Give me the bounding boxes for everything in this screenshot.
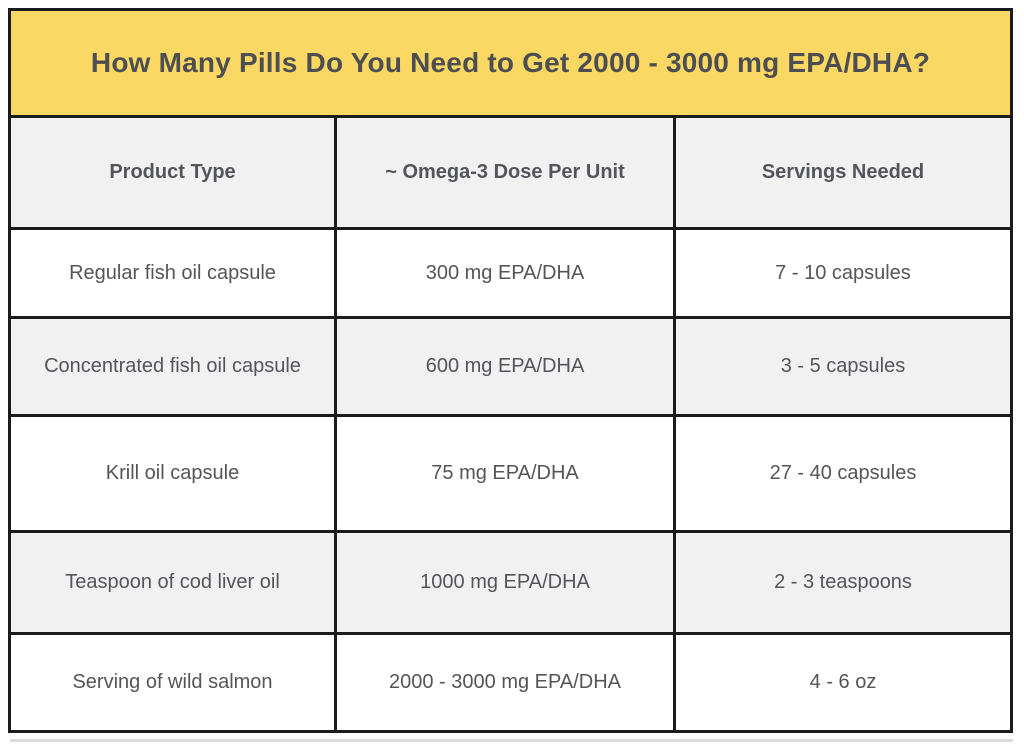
column-header-servings-needed: Servings Needed bbox=[676, 118, 1010, 230]
cell-product-type: Serving of wild salmon bbox=[11, 635, 337, 730]
table-bottom-shadow-line bbox=[10, 739, 1013, 742]
cell-omega3-dose: 600 mg EPA/DHA bbox=[337, 319, 676, 417]
cell-servings-needed: 2 - 3 teaspoons bbox=[676, 533, 1010, 635]
cell-omega3-dose: 300 mg EPA/DHA bbox=[337, 230, 676, 319]
table-title-banner: How Many Pills Do You Need to Get 2000 -… bbox=[11, 11, 1010, 118]
cell-product-type: Concentrated fish oil capsule bbox=[11, 319, 337, 417]
cell-product-type: Teaspoon of cod liver oil bbox=[11, 533, 337, 635]
column-header-product-type: Product Type bbox=[11, 118, 337, 230]
cell-servings-needed: 27 - 40 capsules bbox=[676, 417, 1010, 533]
column-header-omega3-dose: ~ Omega-3 Dose Per Unit bbox=[337, 118, 676, 230]
omega3-dose-table: How Many Pills Do You Need to Get 2000 -… bbox=[8, 8, 1013, 733]
table-grid: Product Type ~ Omega-3 Dose Per Unit Ser… bbox=[11, 118, 1010, 730]
cell-product-type: Regular fish oil capsule bbox=[11, 230, 337, 319]
cell-omega3-dose: 75 mg EPA/DHA bbox=[337, 417, 676, 533]
cell-omega3-dose: 2000 - 3000 mg EPA/DHA bbox=[337, 635, 676, 730]
cell-omega3-dose: 1000 mg EPA/DHA bbox=[337, 533, 676, 635]
cell-servings-needed: 3 - 5 capsules bbox=[676, 319, 1010, 417]
cell-servings-needed: 7 - 10 capsules bbox=[676, 230, 1010, 319]
cell-servings-needed: 4 - 6 oz bbox=[676, 635, 1010, 730]
cell-product-type: Krill oil capsule bbox=[11, 417, 337, 533]
page-title: How Many Pills Do You Need to Get 2000 -… bbox=[90, 47, 931, 78]
